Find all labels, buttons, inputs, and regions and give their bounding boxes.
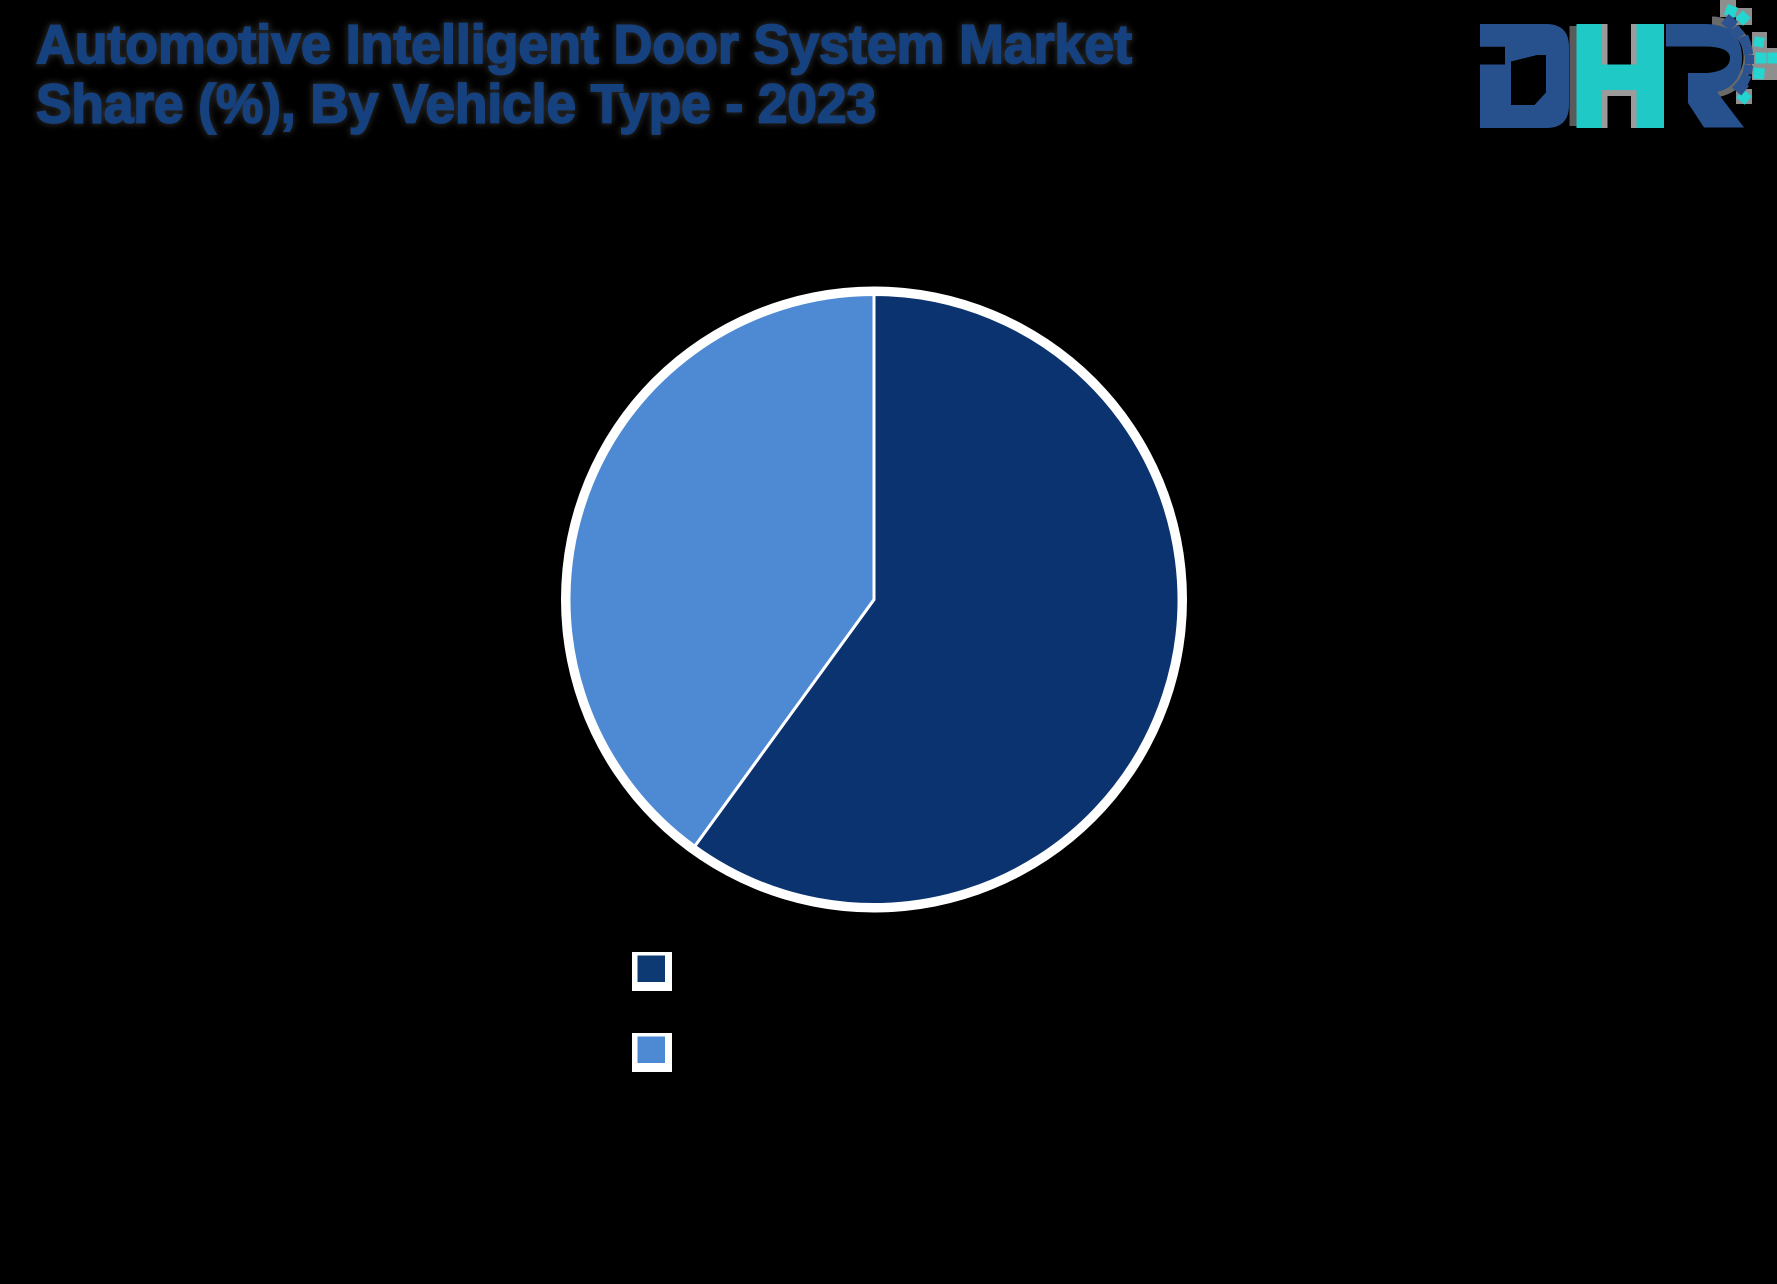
svg-text:Automotive Intelligent Door Sy: Automotive Intelligent Door System Marke… bbox=[36, 13, 1132, 75]
svg-text:Share (%), By Vehicle Type - 2: Share (%), By Vehicle Type - 2023 bbox=[36, 73, 876, 135]
svg-text:Automotive Intelligent Door Sy: Automotive Intelligent Door System Marke… bbox=[36, 13, 1132, 75]
svg-text:Share (%), By Vehicle Type - 2: Share (%), By Vehicle Type - 2023 bbox=[36, 73, 876, 135]
